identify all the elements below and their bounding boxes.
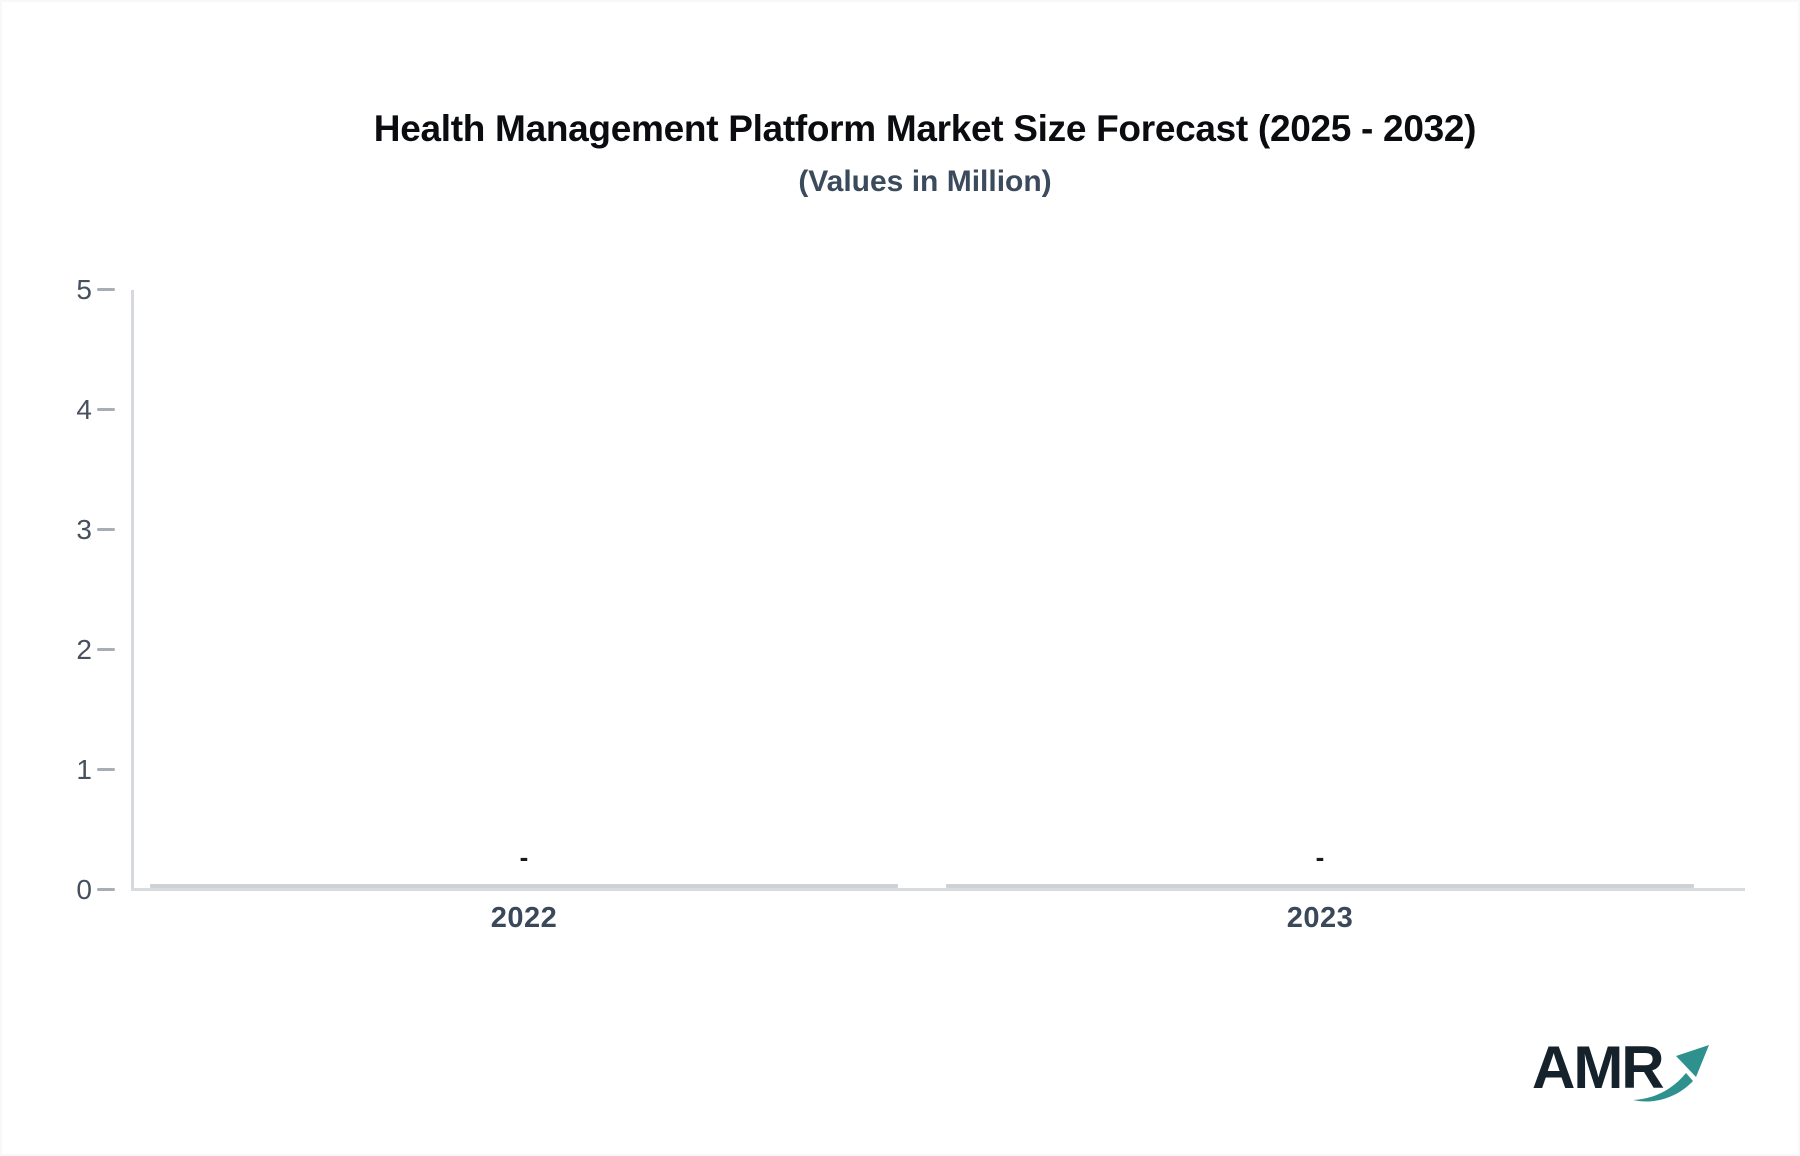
- y-axis-tick: [97, 768, 115, 771]
- logo-text: AMR: [1532, 1034, 1665, 1101]
- bar-value-label: -: [1315, 842, 1325, 872]
- trend-up-arrow-icon: [1633, 1045, 1709, 1102]
- chart-subtitle: (Values in Million): [798, 164, 1052, 198]
- y-axis-label: 5: [76, 274, 92, 305]
- bar-value-label: -: [519, 842, 529, 872]
- y-axis-tick: [97, 288, 115, 291]
- y-axis-line: [131, 290, 134, 890]
- y-axis-label: 3: [76, 514, 92, 545]
- y-axis-label: 2: [76, 634, 92, 665]
- chart-header: Health Management Platform Market Size F…: [52, 108, 1798, 198]
- bar: [946, 884, 1694, 888]
- y-axis-tick: [97, 408, 115, 411]
- bar: [150, 884, 898, 888]
- y-axis-tick: [97, 528, 115, 531]
- y-axis-label: 0: [76, 874, 92, 905]
- y-axis-label: 1: [76, 754, 92, 785]
- amr-logo: AMR: [1532, 1036, 1722, 1116]
- y-axis-tick: [97, 648, 115, 651]
- x-axis-label: 2023: [1286, 902, 1354, 934]
- x-axis-line: [131, 888, 1745, 891]
- chart-title: Health Management Platform Market Size F…: [373, 108, 1477, 149]
- x-axis-label: 2022: [490, 902, 558, 934]
- y-axis-label: 4: [76, 394, 92, 425]
- y-axis-tick: [97, 888, 115, 891]
